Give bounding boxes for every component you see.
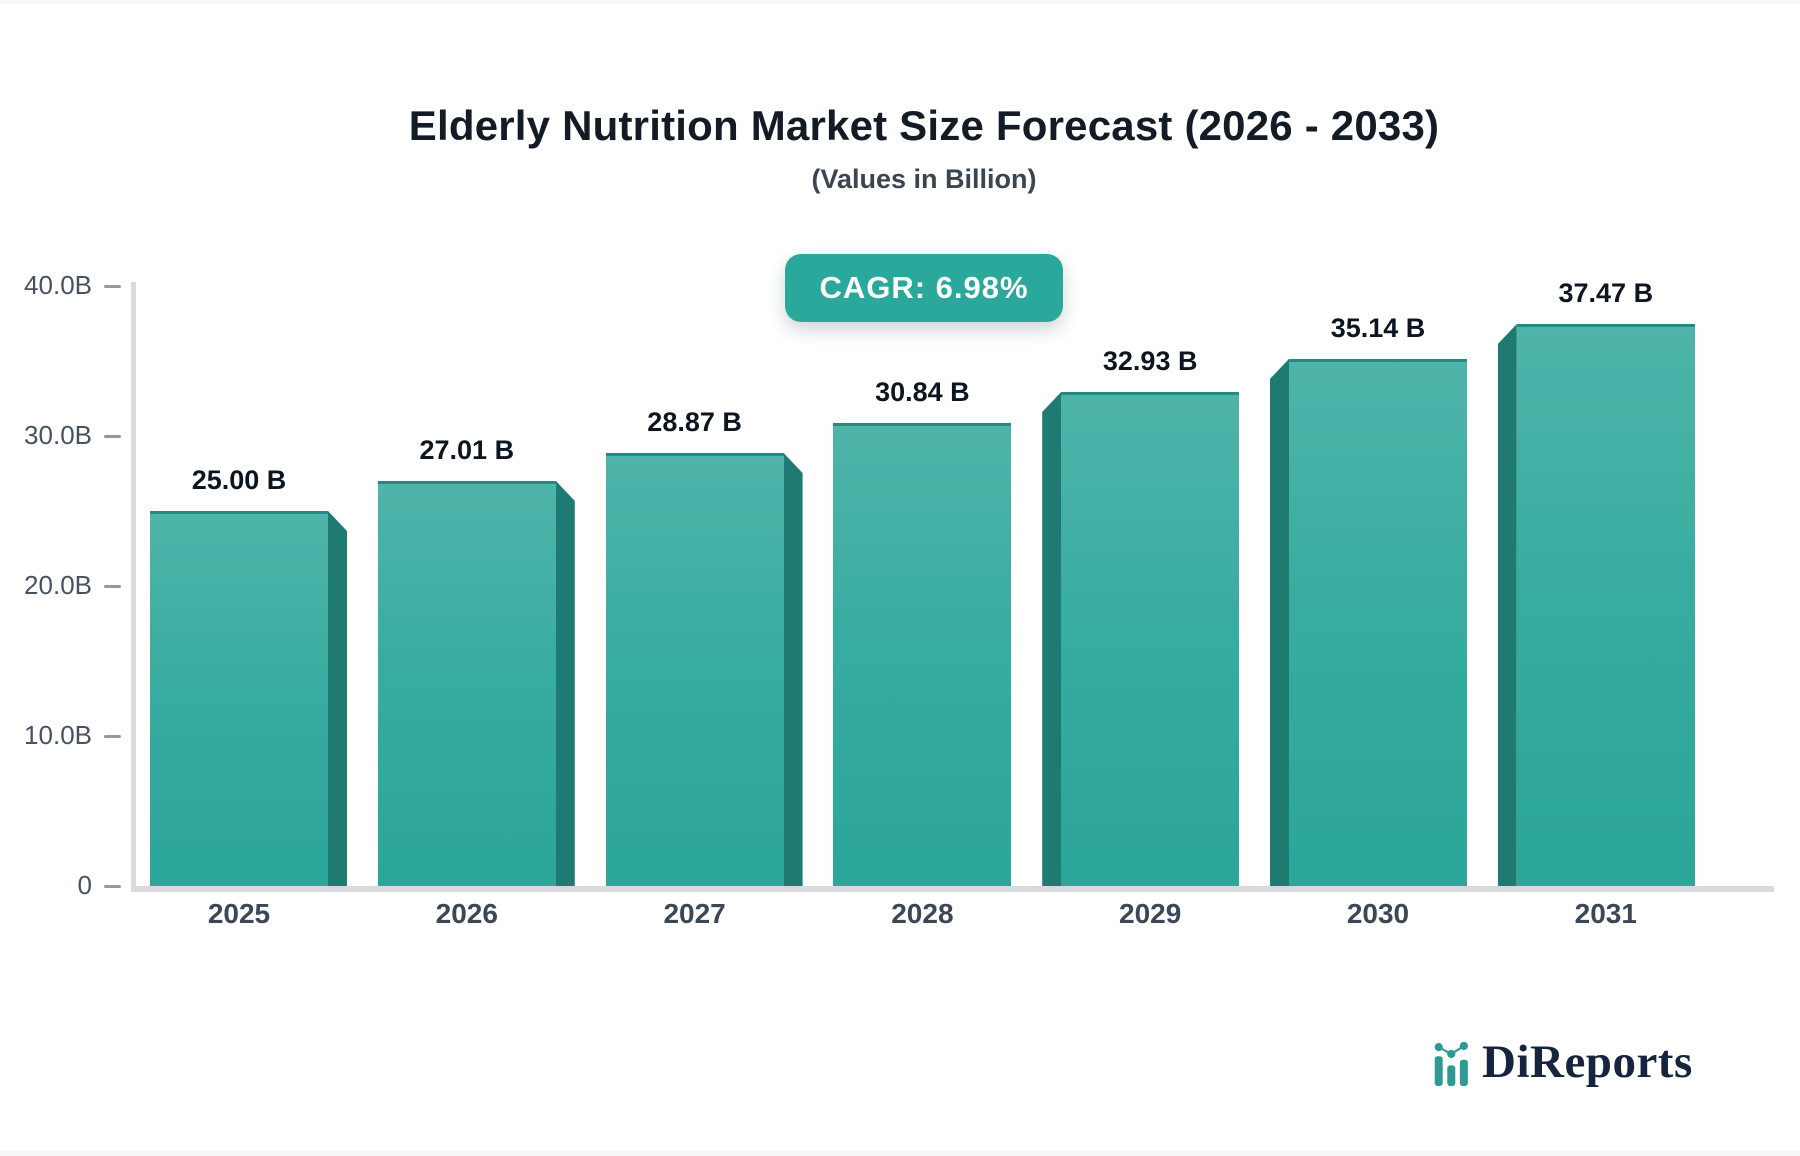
brand-name: DiReports bbox=[1482, 1036, 1693, 1088]
bar-value-label: 28.87 B bbox=[647, 406, 742, 437]
x-axis-label: 2026 bbox=[435, 898, 498, 929]
bar-value-label: 30.84 B bbox=[875, 377, 970, 408]
y-axis-line bbox=[131, 282, 136, 888]
bottom-edge-strip bbox=[0, 1151, 1800, 1156]
chart-subtitle: (Values in Billion) bbox=[811, 164, 1037, 194]
x-axis-label: 2028 bbox=[891, 898, 954, 929]
bar-3d-side bbox=[783, 452, 803, 886]
bar-3d-side bbox=[1497, 323, 1517, 886]
x-axis-label: 2031 bbox=[1574, 898, 1637, 929]
cagr-badge: CAGR: 6.98% bbox=[785, 254, 1063, 322]
chart-title: Elderly Nutrition Market Size Forecast (… bbox=[408, 102, 1440, 149]
y-tick-label: 40.0B bbox=[24, 270, 92, 300]
y-tick-label: 10.0B bbox=[24, 720, 92, 750]
brand-logo-chart-icon bbox=[1434, 1041, 1468, 1086]
x-axis-baseline bbox=[131, 886, 1774, 892]
x-axis-label: 2025 bbox=[207, 898, 271, 929]
x-axis-label: 2030 bbox=[1346, 898, 1410, 929]
bar-3d-side bbox=[1042, 392, 1062, 886]
bar-value-label: 35.14 B bbox=[1330, 312, 1426, 343]
bar-3d-side bbox=[1270, 358, 1289, 886]
bar-3d-side bbox=[328, 511, 347, 886]
y-tick-mark bbox=[104, 435, 121, 438]
bar-2028 bbox=[833, 423, 1012, 886]
bar-value-label: 37.47 B bbox=[1558, 277, 1654, 308]
y-tick-label: 20.0B bbox=[24, 570, 92, 600]
bar-2029 bbox=[1061, 392, 1240, 886]
y-tick-mark bbox=[104, 585, 121, 588]
bar-value-label: 27.01 B bbox=[419, 434, 515, 465]
bar-3d-side bbox=[555, 480, 575, 886]
y-tick-mark bbox=[104, 735, 121, 738]
bar-2031 bbox=[1516, 323, 1695, 886]
bar-2027 bbox=[605, 452, 784, 886]
bar-value-label: 32.93 B bbox=[1102, 346, 1198, 377]
bar-2026 bbox=[377, 480, 556, 886]
cagr-badge-label: CAGR: 6.98% bbox=[819, 270, 1029, 305]
bar-2025 bbox=[150, 511, 328, 886]
bar-2030 bbox=[1289, 358, 1467, 886]
brand-logo: DiReports bbox=[1430, 1038, 1693, 1086]
x-axis-label: 2027 bbox=[663, 898, 726, 929]
y-tick-label: 30.0B bbox=[24, 420, 92, 450]
top-edge-strip bbox=[0, 0, 1800, 4]
y-tick-label: 0 bbox=[77, 870, 92, 900]
x-axis-label: 2029 bbox=[1119, 898, 1182, 929]
bar-value-label: 25.00 B bbox=[191, 465, 287, 495]
y-tick-mark bbox=[104, 885, 121, 888]
y-tick-mark bbox=[104, 285, 121, 288]
